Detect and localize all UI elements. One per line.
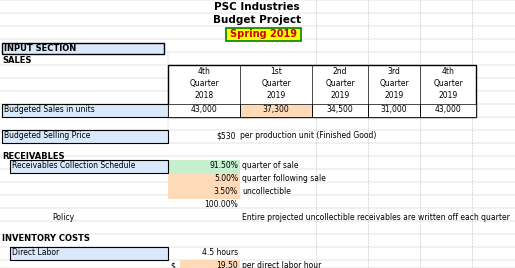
Text: Quarter: Quarter [379,79,409,88]
Text: 43,000: 43,000 [191,105,217,114]
Text: 2019: 2019 [266,91,286,100]
Text: 4.5 hours: 4.5 hours [202,248,238,257]
Text: 2019: 2019 [384,91,404,100]
Text: Quarter: Quarter [433,79,463,88]
Text: 100.00%: 100.00% [204,200,238,209]
Bar [10,247,168,260]
Text: Budgeted Selling Price: Budgeted Selling Price [4,131,90,140]
Bar [420,104,476,117]
Text: $530: $530 [216,131,236,140]
Text: 2019: 2019 [331,91,350,100]
Bar [168,160,240,173]
Text: per production unit (Finished Good): per production unit (Finished Good) [240,131,376,140]
Bar [368,104,420,117]
Bar [240,104,312,117]
Text: 3rd: 3rd [388,67,401,76]
Text: 37,300: 37,300 [263,105,289,114]
Bar [168,104,240,117]
Text: Budget Project: Budget Project [213,15,301,25]
Bar [2,104,168,117]
Text: Quarter: Quarter [189,79,219,88]
Text: PSC Industries: PSC Industries [214,2,300,12]
Bar [2,43,164,54]
Text: INPUT SECTION: INPUT SECTION [4,44,76,53]
Bar [2,130,168,143]
Text: 2019: 2019 [438,91,458,100]
Bar [168,186,240,199]
Bar [168,173,240,186]
Text: SALES: SALES [2,56,31,65]
Text: 2nd: 2nd [333,67,347,76]
Text: Direct Labor: Direct Labor [12,248,59,257]
Text: $: $ [170,261,175,268]
Text: 4th: 4th [441,67,454,76]
Text: per direct labor hour: per direct labor hour [242,261,321,268]
Text: 3.50%: 3.50% [214,187,238,196]
Text: 1st: 1st [270,67,282,76]
Text: quarter following sale: quarter following sale [242,174,326,183]
Text: RECEIVABLES: RECEIVABLES [2,152,64,161]
Text: Quarter: Quarter [325,79,355,88]
Text: INVENTORY COSTS: INVENTORY COSTS [2,234,90,243]
Bar [226,28,301,41]
Bar [180,260,240,268]
Text: Policy: Policy [52,213,74,222]
Text: Receivables Collection Schedule: Receivables Collection Schedule [12,161,135,170]
Text: 91.50%: 91.50% [209,161,238,170]
Text: Quarter: Quarter [261,79,291,88]
Text: Entire projected uncollectible receivables are written off each quarter: Entire projected uncollectible receivabl… [242,213,510,222]
Text: uncollectible: uncollectible [242,187,291,196]
Text: 2018: 2018 [195,91,214,100]
Text: 5.00%: 5.00% [214,174,238,183]
Text: quarter of sale: quarter of sale [242,161,299,170]
Text: Spring 2019: Spring 2019 [230,29,297,39]
Text: 43,000: 43,000 [435,105,461,114]
Text: 4th: 4th [198,67,211,76]
Text: Budgeted Sales in units: Budgeted Sales in units [4,105,95,114]
Text: 34,500: 34,500 [327,105,353,114]
Bar [312,104,368,117]
Bar [168,65,476,117]
Text: 31,000: 31,000 [381,105,407,114]
Text: 19.50: 19.50 [216,261,238,268]
Bar [10,160,168,173]
